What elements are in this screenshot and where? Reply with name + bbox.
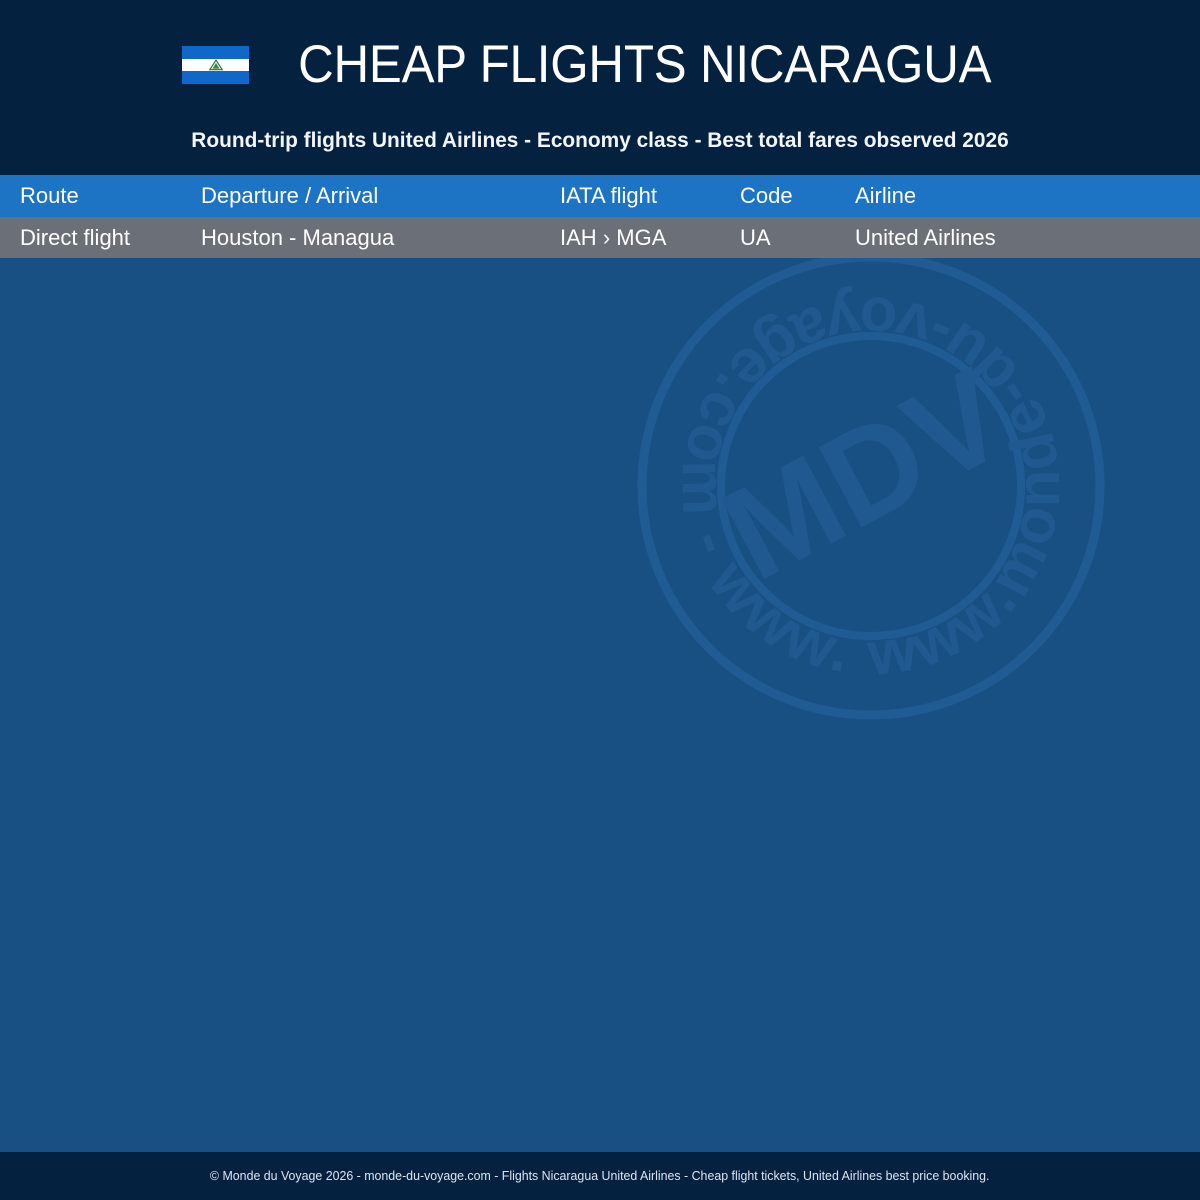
footer: © Monde du Voyage 2026 - monde-du-voyage…: [0, 1152, 1200, 1200]
iata-destination: MGA: [616, 225, 667, 250]
column-header-code[interactable]: Code: [720, 175, 835, 217]
column-header-airline[interactable]: Airline: [835, 175, 1084, 217]
column-header-departure-arrival[interactable]: Departure / Arrival: [181, 175, 540, 217]
cell-round-trip-price: $693: [1084, 217, 1200, 258]
fares-table-body: Direct flight Houston - Managua IAH › MG…: [0, 217, 1200, 258]
column-header-iata-flight[interactable]: IATA flight: [540, 175, 720, 217]
chevron-right-icon: ›: [602, 225, 611, 250]
nicaragua-flag-icon: [182, 46, 250, 84]
footer-text: © Monde du Voyage 2026 - monde-du-voyage…: [210, 1169, 990, 1183]
masthead: CHEAP FLIGHTS NICARAGUA Round-trip fligh…: [0, 0, 1200, 175]
fares-table-container: Route Departure / Arrival IATA flight Co…: [0, 175, 1200, 258]
table-row[interactable]: Direct flight Houston - Managua IAH › MG…: [0, 217, 1200, 258]
watermark-center-text: MDV: [701, 340, 1029, 608]
cell-airline: United Airlines: [835, 217, 1084, 258]
svg-text:www.monde-du-voyage.com - www.: www.monde-du-voyage.com - www.monde-du-v…: [625, 240, 1073, 690]
fares-table-head: Route Departure / Arrival IATA flight Co…: [0, 175, 1200, 217]
page-title: CHEAP FLIGHTS NICARAGUA: [298, 35, 992, 94]
cell-code: UA: [720, 217, 835, 258]
cell-route: Direct flight: [0, 217, 181, 258]
coat-of-arms-icon: [208, 59, 223, 71]
column-header-route[interactable]: Route: [0, 175, 181, 217]
watermark-stamp: www.monde-du-voyage.com - www.monde-du-v…: [625, 240, 1117, 732]
page-subtitle: Round-trip flights United Airlines - Eco…: [191, 128, 1009, 152]
fares-table: Route Departure / Arrival IATA flight Co…: [0, 175, 1200, 258]
watermark-ring-text: www.monde-du-voyage.com - www.monde-du-v…: [625, 240, 1070, 690]
column-header-round-trip[interactable]: Round-trip: [1084, 175, 1200, 217]
title-row: CHEAP FLIGHTS NICARAGUA: [0, 36, 1200, 94]
cell-departure-arrival: Houston - Managua: [181, 217, 540, 258]
table-header-row: Route Departure / Arrival IATA flight Co…: [0, 175, 1200, 217]
cell-iata-flight: IAH › MGA: [540, 217, 720, 258]
iata-origin: IAH: [560, 225, 597, 250]
